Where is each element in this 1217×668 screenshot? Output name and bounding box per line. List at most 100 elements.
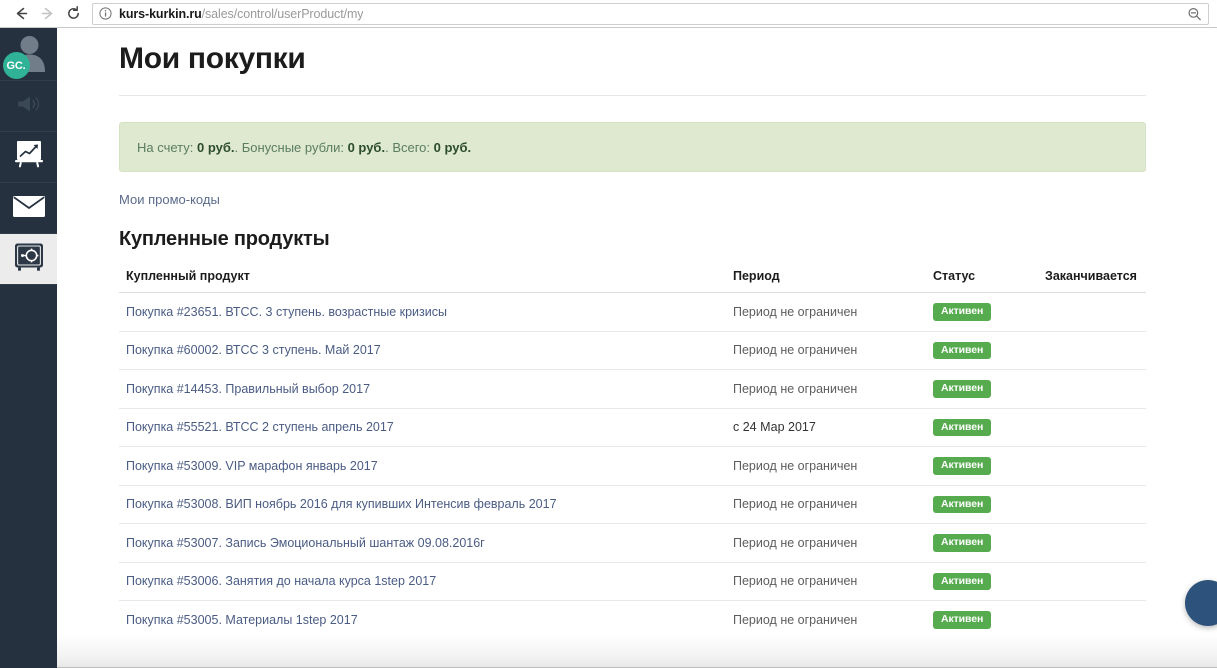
bonus-label: Бонусные рубли: xyxy=(241,139,344,155)
forward-arrow-icon xyxy=(41,7,52,20)
main-content: Мои покупки На счету: 0 руб.. Бонусные р… xyxy=(57,28,1217,668)
url-host: kurs-kurkin.ru xyxy=(119,6,202,21)
header-ends: Заканчивается xyxy=(1038,263,1146,293)
sidebar-item-statistics[interactable] xyxy=(0,132,57,183)
page-container: Мои покупки На счету: 0 руб.. Бонусные р… xyxy=(119,28,1146,668)
product-cell: Покупка #53006. Занятия до начала курса … xyxy=(119,562,726,601)
status-badge: Активен xyxy=(933,611,992,629)
address-bar[interactable]: kurs-kurkin.ru/sales/control/userProduct… xyxy=(92,2,1209,25)
ends-cell xyxy=(1038,331,1146,370)
period-cell: Период не ограничен xyxy=(726,446,926,486)
total-label: Всего: xyxy=(392,139,431,155)
period-cell: Период не ограничен xyxy=(726,523,926,563)
product-link[interactable]: Покупка #53006. Занятия до начала курса … xyxy=(126,574,437,589)
status-cell: Активен xyxy=(926,523,1038,563)
ends-cell xyxy=(1038,485,1146,524)
period-cell: Период не ограничен xyxy=(726,331,926,370)
status-badge: Активен xyxy=(933,534,992,552)
status-badge: Активен xyxy=(933,303,992,321)
table-body: Покупка #23651. ВТСС. 3 ступень. возраст… xyxy=(119,292,1146,668)
table-row: Покупка #53008. ВИП ноябрь 2016 для купи… xyxy=(119,485,1146,524)
forward-button[interactable] xyxy=(34,1,60,27)
zoom-out-icon[interactable] xyxy=(1187,6,1202,21)
header-period: Период xyxy=(726,263,926,293)
period-cell: Период не ограничен xyxy=(726,562,926,601)
ends-cell xyxy=(1038,523,1146,563)
table-head: Купленный продукт Период Статус Заканчив… xyxy=(119,263,1146,293)
avatar[interactable]: GC. xyxy=(2,32,53,79)
info-icon[interactable] xyxy=(99,7,112,20)
status-badge: Активен xyxy=(933,495,992,513)
sidebar-item-announcements[interactable] xyxy=(0,81,57,132)
sep-2: . xyxy=(385,139,389,155)
period-cell: Период не ограничен xyxy=(726,292,926,332)
product-cell: Покупка #60002. ВТСС 3 ступень. Май 2017 xyxy=(119,331,726,370)
table-header-row: Купленный продукт Период Статус Заканчив… xyxy=(119,263,1146,293)
product-cell: Покупка #14453. Правильный выбор 2017 xyxy=(119,369,726,409)
reload-icon xyxy=(67,6,79,19)
purchased-products-table: Купленный продукт Период Статус Заканчив… xyxy=(119,263,1146,668)
product-cell: Покупка #23651. ВТСС. 3 ступень. возраст… xyxy=(119,292,726,332)
table-row: Покупка #14453. Правильный выбор 2017 Пер… xyxy=(119,369,1146,409)
table-row: Покупка #60002. ВТСС 3 ступень. Май 2017… xyxy=(119,331,1146,370)
sidebar-item-messages[interactable] xyxy=(0,183,57,234)
account-label: На счету: xyxy=(137,139,194,155)
ends-cell xyxy=(1038,446,1146,486)
status-cell: Активен xyxy=(926,485,1038,524)
period-cell: Период не ограничен xyxy=(726,600,926,640)
back-button[interactable] xyxy=(8,1,34,27)
app-frame: GC. xyxy=(0,28,1217,668)
ends-cell xyxy=(1038,292,1146,332)
period-cell: Период не ограничен xyxy=(726,369,926,409)
balance-text: На счету: 0 руб.. Бонусные рубли: 0 руб.… xyxy=(137,140,471,155)
status-badge: Активен xyxy=(933,418,992,436)
product-cell: Покупка #53007. Запись Эмоциональный шан… xyxy=(119,523,726,563)
product-link[interactable]: Покупка #53009. VIP марафон январь 2017 xyxy=(126,458,378,473)
avatar-initials-badge: GC. xyxy=(2,52,30,79)
status-cell: Активен xyxy=(926,331,1038,370)
browser-toolbar: kurs-kurkin.ru/sales/control/userProduct… xyxy=(0,0,1217,28)
status-cell: Активен xyxy=(926,562,1038,601)
status-badge: Активен xyxy=(933,572,992,590)
total-value: 0 руб. xyxy=(433,139,472,155)
status-badge: Активен xyxy=(933,457,992,475)
period-cell: Период не ограничен xyxy=(726,485,926,524)
safe-vault-icon xyxy=(13,242,45,277)
product-link[interactable]: Покупка #53007. Запись Эмоциональный шан… xyxy=(126,535,485,550)
status-cell: Активен xyxy=(926,292,1038,332)
product-cell: Покупка #53008. ВИП ноябрь 2016 для купи… xyxy=(119,485,726,524)
section-title: Купленные продукты xyxy=(119,228,330,250)
sidebar-item-avatar[interactable]: GC. xyxy=(0,28,57,81)
title-divider xyxy=(119,95,1146,96)
status-badge: Активен xyxy=(933,380,992,398)
ends-cell xyxy=(1038,562,1146,601)
sep-1: . xyxy=(234,139,239,155)
product-link[interactable]: Покупка #14453. Правильный выбор 2017 xyxy=(126,381,371,396)
status-cell: Активен xyxy=(926,408,1038,447)
status-cell: Активен xyxy=(926,369,1038,409)
account-value: 0 руб. xyxy=(197,139,235,155)
product-link[interactable]: Покупка #23651. ВТСС. 3 ступень. возраст… xyxy=(126,304,447,319)
product-link[interactable]: Покупка #53005. Материалы 1step 2017 xyxy=(126,612,358,627)
chat-support-icon[interactable] xyxy=(1185,580,1217,626)
url-text: kurs-kurkin.ru/sales/control/userProduct… xyxy=(119,7,363,21)
product-link[interactable]: Покупка #53008. ВИП ноябрь 2016 для купи… xyxy=(126,497,557,512)
product-link[interactable]: Покупка #55521. ВТСС 2 ступень апрель 20… xyxy=(126,420,394,435)
product-link[interactable]: Покупка #60002. ВТСС 3 ступень. Май 2017 xyxy=(126,343,381,358)
status-cell: Активен xyxy=(926,446,1038,486)
sidebar: GC. xyxy=(0,28,57,668)
table-row: Покупка #23651. ВТСС. 3 ступень. возраст… xyxy=(119,292,1146,332)
bonus-value: 0 руб. xyxy=(347,139,386,155)
ends-cell xyxy=(1038,408,1146,447)
megaphone-icon xyxy=(16,95,42,118)
status-badge: Активен xyxy=(933,341,992,359)
chart-presentation-icon xyxy=(13,139,45,175)
page-bottom-edge xyxy=(57,634,1217,668)
reload-button[interactable] xyxy=(60,1,86,27)
promo-codes-link[interactable]: Мои промо-коды xyxy=(119,192,220,207)
back-arrow-icon xyxy=(16,7,27,20)
sidebar-item-purchases[interactable] xyxy=(0,234,57,285)
table-row: Покупка #53009. VIP марафон январь 2017 П… xyxy=(119,446,1146,486)
table-row: Покупка #55521. ВТСС 2 ступень апрель 20… xyxy=(119,408,1146,447)
table-row: Покупка #53007. Запись Эмоциональный шан… xyxy=(119,523,1146,563)
